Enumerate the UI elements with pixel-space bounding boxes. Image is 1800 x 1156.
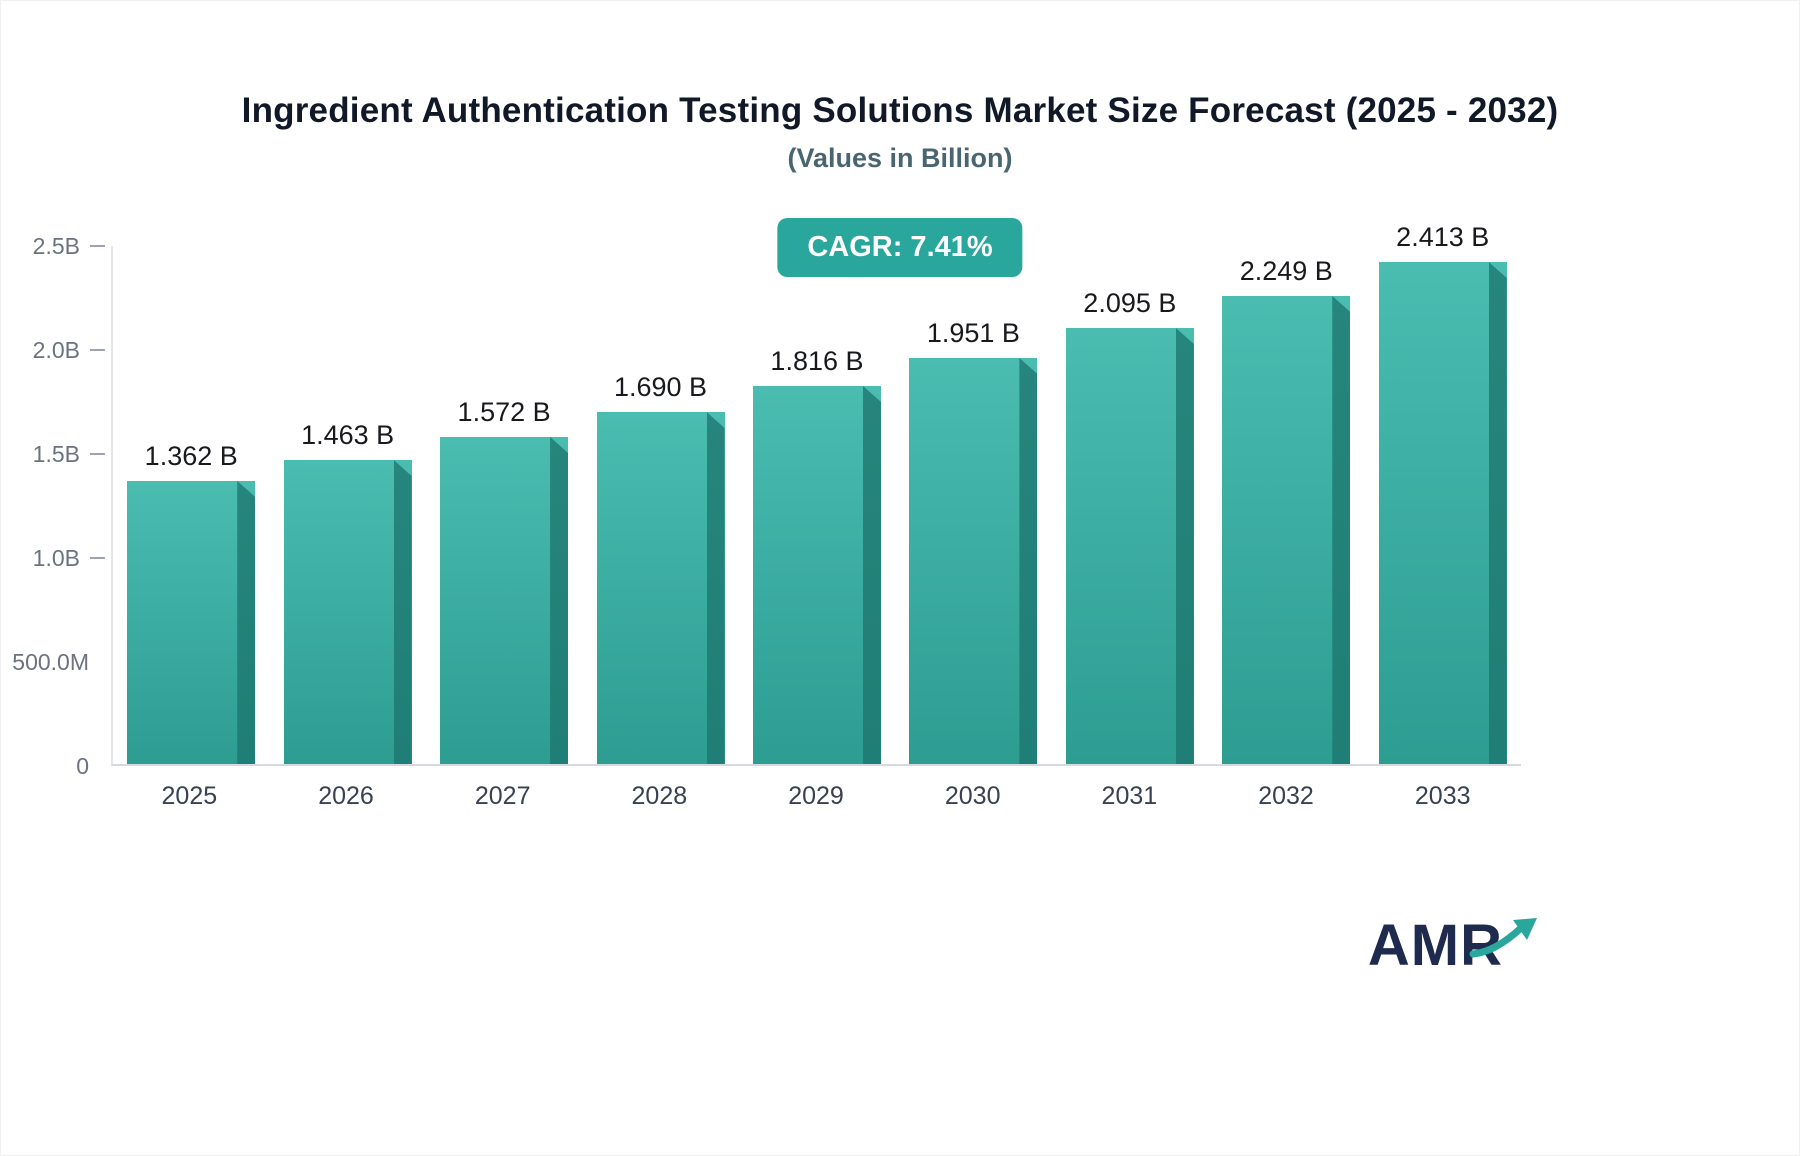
bar-side-face [1488, 262, 1507, 764]
bar-side-face [550, 437, 569, 764]
y-axis-tick-dash [90, 349, 105, 351]
y-axis-tick-label: 0 [76, 752, 89, 779]
y-axis-tick-label: 1.5B [32, 440, 80, 467]
bar [1222, 296, 1351, 764]
x-axis-label: 2032 [1258, 782, 1314, 810]
amr-logo: AMR [1367, 912, 1537, 979]
bar-value-label: 2.413 B [1396, 222, 1490, 252]
y-axis-tick-label: 2.0B [32, 336, 80, 363]
chart-subtitle: (Values in Billion) [787, 143, 1013, 173]
bar-side-face [1332, 296, 1351, 764]
y-axis-tick: 1.0B [32, 544, 105, 571]
bar [909, 358, 1038, 764]
bar-side-face [237, 481, 256, 764]
y-axis-tick-dash [90, 245, 105, 247]
bar-value-label: 1.362 B [144, 441, 238, 471]
x-axis-labels: 2025 2026 2027 2028 2029 2030 2031 2032 2033 [111, 782, 1521, 811]
y-axis-tick: 2.0B [32, 336, 105, 363]
bar [440, 437, 569, 764]
y-axis-tick: 1.5B [32, 440, 105, 467]
bar-side-face [1175, 328, 1194, 764]
bar-column: 2.249 B [1222, 256, 1351, 764]
x-axis-label: 2029 [788, 782, 844, 810]
bar-value-label: 1.463 B [301, 420, 395, 450]
x-axis-label: 2033 [1414, 782, 1471, 810]
bar-column: 1.463 B [283, 420, 412, 764]
bar [127, 481, 256, 764]
bar-side-face [1019, 358, 1038, 764]
bar [283, 460, 412, 764]
bar-value-label: 1.572 B [457, 397, 551, 427]
y-axis-tick: 500.0M [12, 648, 105, 675]
x-axis-label: 2027 [474, 782, 531, 810]
amr-logo-arrow-icon [1469, 918, 1537, 958]
bar [752, 386, 881, 764]
x-axis-label: 2031 [1101, 782, 1158, 810]
cagr-badge: CAGR: 7.41% [777, 218, 1023, 277]
chart-header: Ingredient Authentication Testing Soluti… [1, 1, 1799, 174]
bar-side-face [393, 460, 412, 764]
bar-value-label: 1.951 B [926, 318, 1020, 348]
bar-value-label: 2.249 B [1239, 256, 1333, 286]
y-axis-tick-label: 500.0M [12, 648, 89, 675]
x-axis-label: 2026 [318, 782, 374, 810]
bar-column: 1.572 B [440, 397, 569, 764]
y-axis: 2.5B 2.0B 1.5B 1.0B 500.0M 0 [1, 233, 111, 779]
bar-side-face [706, 412, 725, 764]
bar-column: 2.413 B [1378, 222, 1507, 764]
chart-title: Ingredient Authentication Testing Soluti… [241, 91, 1559, 130]
plot-area: 1.362 B 1.463 B 1.572 B 1.690 B 1.816 B 1.951… [111, 222, 1521, 766]
bar [596, 412, 725, 764]
bar-column: 2.095 B [1065, 288, 1194, 764]
chart-area: CAGR: 7.41% 2.5B 2.0B 1.5B 1.0B 500.0M 0 1.36… [1, 218, 1799, 779]
bar-column: 1.362 B [127, 441, 256, 764]
y-axis-tick-label: 2.5B [32, 232, 80, 259]
y-axis-tick-dash [90, 557, 105, 559]
bar [1065, 328, 1194, 764]
bar-value-label: 2.095 B [1083, 288, 1177, 318]
amr-logo-text: AMR [1367, 913, 1503, 978]
bar-value-label: 1.816 B [770, 346, 864, 376]
y-axis-tick: 0 [76, 752, 105, 779]
y-axis-tick: 2.5B [32, 232, 105, 259]
x-axis-label: 2028 [631, 782, 688, 810]
bar-side-face [862, 386, 881, 764]
bar [1378, 262, 1507, 764]
bar-column: 1.690 B [596, 372, 725, 764]
y-axis-tick-dash [90, 453, 105, 455]
bar-column: 1.816 B [752, 346, 881, 764]
bar-column: 1.951 B [909, 318, 1038, 764]
x-axis-label: 2025 [161, 782, 218, 810]
x-axis-label: 2030 [944, 782, 1001, 810]
y-axis-tick-label: 1.0B [32, 544, 80, 571]
bar-value-label: 1.690 B [613, 372, 708, 402]
